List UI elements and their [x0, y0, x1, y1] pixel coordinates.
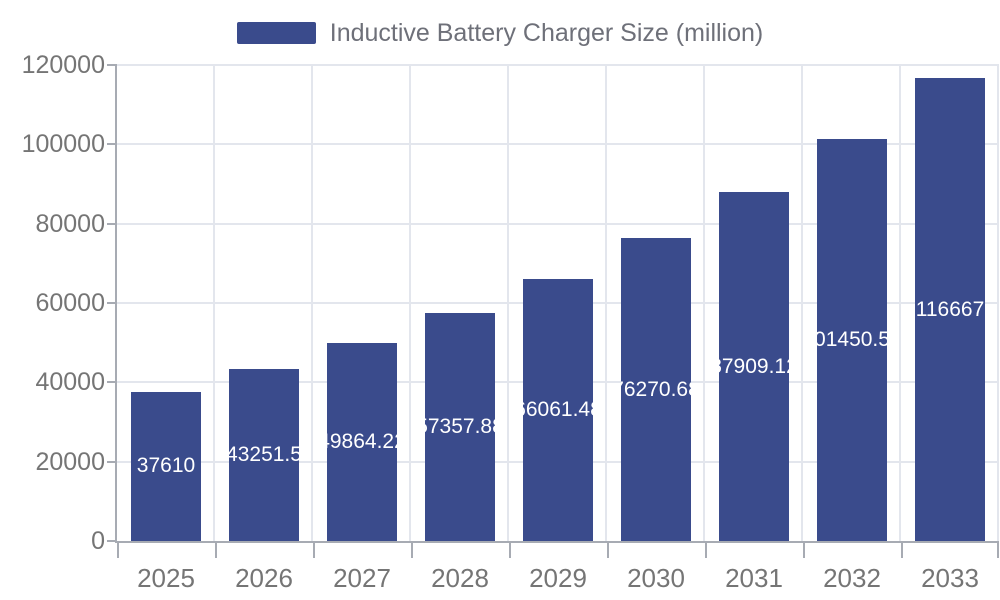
y-tick-label: 100000	[21, 130, 105, 159]
bar-value-label: 76270.68	[621, 377, 691, 401]
x-tick-label: 2031	[725, 563, 783, 593]
gridline-vertical	[311, 65, 313, 541]
bar-2025[interactable]: 37610	[131, 391, 201, 541]
x-axis-tick	[901, 543, 903, 558]
legend-label: Inductive Battery Charger Size (million)	[329, 19, 764, 47]
gridline-vertical	[703, 65, 705, 541]
x-axis-tick	[411, 543, 413, 558]
x-axis-tick	[607, 543, 609, 558]
y-axis-tick	[107, 143, 117, 146]
legend-swatch	[236, 22, 316, 44]
y-tick-label: 0	[91, 527, 105, 555]
x-tick-label: 2026	[235, 563, 293, 593]
gridline-vertical	[801, 65, 803, 541]
y-axis-tick	[107, 381, 117, 384]
y-tick-label: 60000	[35, 289, 105, 317]
gridline-vertical	[507, 65, 509, 541]
bar-2030[interactable]: 76270.68	[621, 238, 691, 541]
x-tick-label: 2027	[333, 563, 391, 593]
y-axis-tick	[107, 302, 117, 304]
x-tick-label: 2030	[627, 563, 685, 593]
gridline-horizontal	[117, 64, 999, 66]
y-axis-tick	[107, 540, 117, 542]
gridline-vertical	[997, 65, 999, 541]
bar-value-label: 57357.88	[425, 415, 495, 439]
x-axis-tick	[803, 543, 805, 558]
x-axis-tick	[705, 543, 707, 558]
y-tick-label: 120000	[21, 51, 105, 79]
bar-2031[interactable]: 87909.12	[719, 192, 789, 541]
x-tick-label: 2032	[823, 563, 881, 593]
gridline-vertical	[409, 65, 411, 541]
bar-2029[interactable]: 66061.48	[523, 278, 593, 541]
x-tick-label: 2028	[431, 563, 489, 593]
x-axis-tick	[509, 543, 511, 558]
bar-2028[interactable]: 57357.88	[425, 313, 495, 541]
gridline-horizontal	[117, 222, 999, 225]
y-axis-line	[115, 65, 117, 543]
gridline-vertical	[899, 65, 901, 541]
bar-value-label: 87909.12	[719, 354, 789, 378]
gridline-horizontal	[117, 143, 999, 146]
gridline-vertical	[213, 65, 215, 541]
bar-2026[interactable]: 43251.5	[229, 369, 299, 541]
x-axis-tick	[997, 543, 999, 558]
x-axis-line	[117, 541, 999, 543]
plot-area: 0 20000 40000 60000 80000 100000 120000 2025 202…	[22, 51, 999, 593]
bar-value-label: 37610	[136, 454, 196, 478]
y-tick-label: 20000	[35, 447, 105, 476]
x-tick-label: 2029	[529, 563, 587, 593]
legend-item[interactable]: Inductive Battery Charger Size (million)	[0, 18, 1000, 48]
y-axis-tick	[107, 222, 117, 225]
y-axis-tick	[107, 64, 117, 66]
y-axis-tick	[107, 460, 117, 463]
x-tick-label: 2033	[921, 563, 979, 593]
bar-value-label: 116667	[915, 297, 985, 321]
bar-value-label: 43251.5	[229, 443, 299, 467]
x-tick-label: 2025	[137, 563, 195, 593]
x-axis-tick	[313, 543, 315, 558]
y-tick-label: 40000	[35, 368, 105, 397]
gridline-vertical	[605, 65, 607, 541]
bar-2027[interactable]: 49864.22	[327, 343, 397, 541]
y-tick-label: 80000	[35, 209, 105, 238]
x-axis-tick	[215, 543, 217, 558]
bar-value-label: 66061.48	[523, 397, 593, 421]
x-axis-tick	[117, 543, 119, 558]
bar-value-label: 49864.22	[327, 430, 397, 454]
bar-2033[interactable]: 116667	[915, 78, 985, 541]
